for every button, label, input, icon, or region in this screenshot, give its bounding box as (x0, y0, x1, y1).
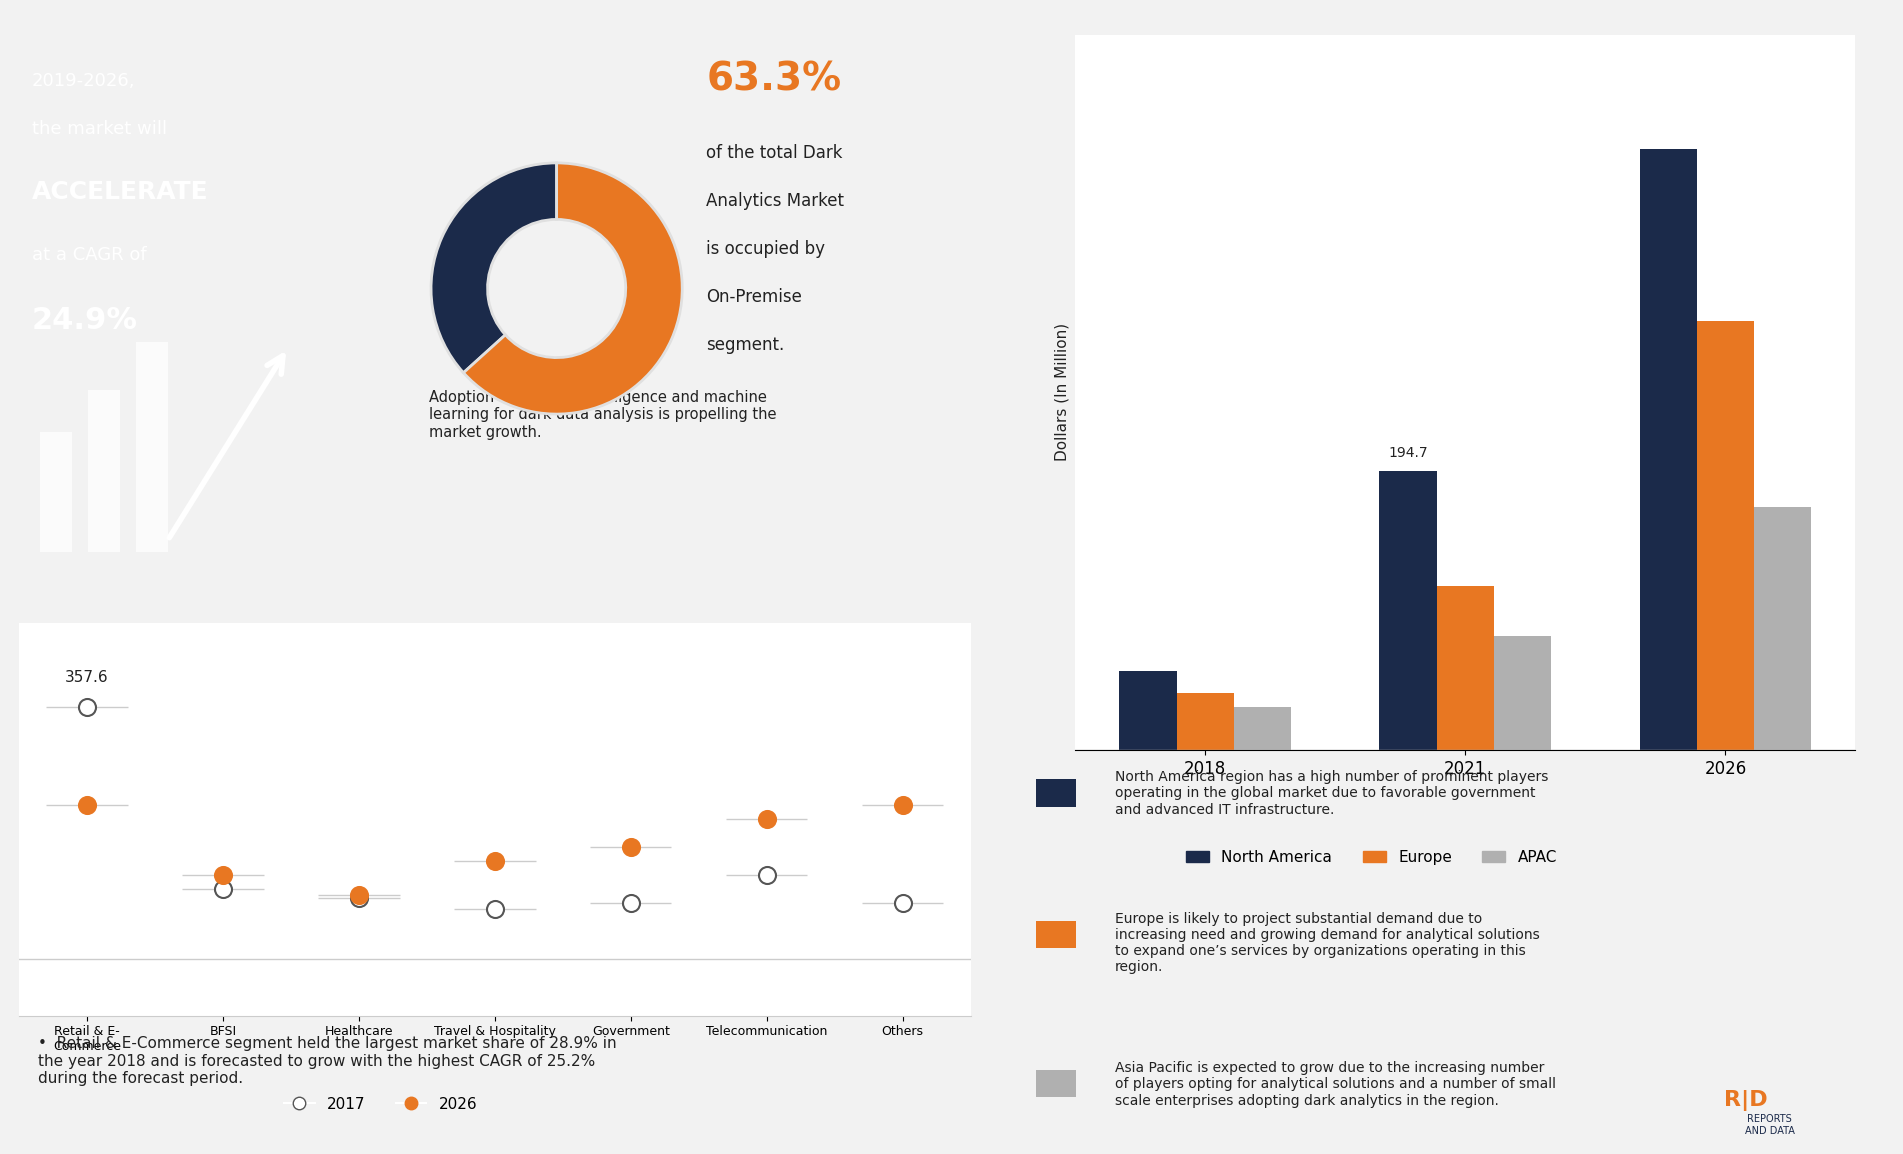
Bar (1380, 472, 1437, 750)
FancyBboxPatch shape (40, 432, 72, 552)
Text: Adoption of artificial intelligence and machine
learning for dark data analysis : Adoption of artificial intelligence and … (430, 390, 776, 440)
Wedge shape (432, 163, 558, 373)
Text: 63.3%: 63.3% (706, 60, 841, 98)
2017 (752, 867, 782, 885)
2026 (344, 886, 375, 905)
Text: Europe is likely to project substantial demand due to
increasing need and growin: Europe is likely to project substantial … (1115, 912, 1540, 974)
Text: 194.7: 194.7 (1389, 447, 1427, 460)
Bar (1437, 585, 1494, 750)
2026 (615, 838, 645, 856)
FancyBboxPatch shape (135, 342, 167, 552)
Text: On-Premise: On-Premise (706, 288, 803, 306)
Text: 24.9%: 24.9% (32, 306, 139, 335)
Text: 2019-2026,: 2019-2026, (32, 72, 135, 90)
2026 (752, 810, 782, 829)
Text: Analytics Market: Analytics Market (706, 192, 845, 210)
2017 (72, 698, 103, 717)
Wedge shape (464, 163, 681, 414)
Legend: 2017, 2026: 2017, 2026 (278, 1091, 483, 1118)
FancyBboxPatch shape (1037, 779, 1075, 807)
2017 (887, 894, 917, 913)
Bar (1755, 507, 1812, 750)
2026 (887, 796, 917, 815)
Text: North America region has a high number of prominent players
operating in the glo: North America region has a high number o… (1115, 771, 1549, 817)
Bar (1233, 707, 1290, 750)
2026 (480, 852, 510, 870)
2017 (480, 900, 510, 919)
Text: •  Retail & E-Commerce segment held the largest market share of 28.9% in
the yea: • Retail & E-Commerce segment held the l… (38, 1036, 617, 1086)
2026 (207, 867, 238, 885)
Y-axis label: Dollars (In Million): Dollars (In Million) (1054, 323, 1069, 462)
Bar (1176, 692, 1233, 750)
FancyBboxPatch shape (88, 390, 120, 552)
Text: segment.: segment. (706, 336, 784, 354)
Text: REPORTS
AND DATA: REPORTS AND DATA (1745, 1115, 1795, 1136)
Text: is occupied by: is occupied by (706, 240, 826, 258)
Text: Asia Pacific is expected to grow due to the increasing number
of players opting : Asia Pacific is expected to grow due to … (1115, 1062, 1557, 1108)
Bar (1119, 672, 1176, 750)
FancyBboxPatch shape (1037, 921, 1075, 949)
Bar (1640, 149, 1697, 750)
Legend: North America, Europe, APAC: North America, Europe, APAC (1180, 844, 1562, 871)
2017 (207, 881, 238, 899)
2017 (344, 889, 375, 907)
Bar (1697, 321, 1755, 750)
Text: of the total Dark: of the total Dark (706, 144, 843, 162)
Text: at a CAGR of: at a CAGR of (32, 246, 147, 264)
Text: ACCELERATE: ACCELERATE (32, 180, 209, 204)
Text: the market will: the market will (32, 120, 167, 138)
Bar (1494, 636, 1551, 750)
Text: R|D: R|D (1724, 1091, 1768, 1111)
2017 (615, 894, 645, 913)
FancyBboxPatch shape (1037, 1070, 1075, 1097)
2026 (72, 796, 103, 815)
Text: 357.6: 357.6 (65, 669, 108, 684)
